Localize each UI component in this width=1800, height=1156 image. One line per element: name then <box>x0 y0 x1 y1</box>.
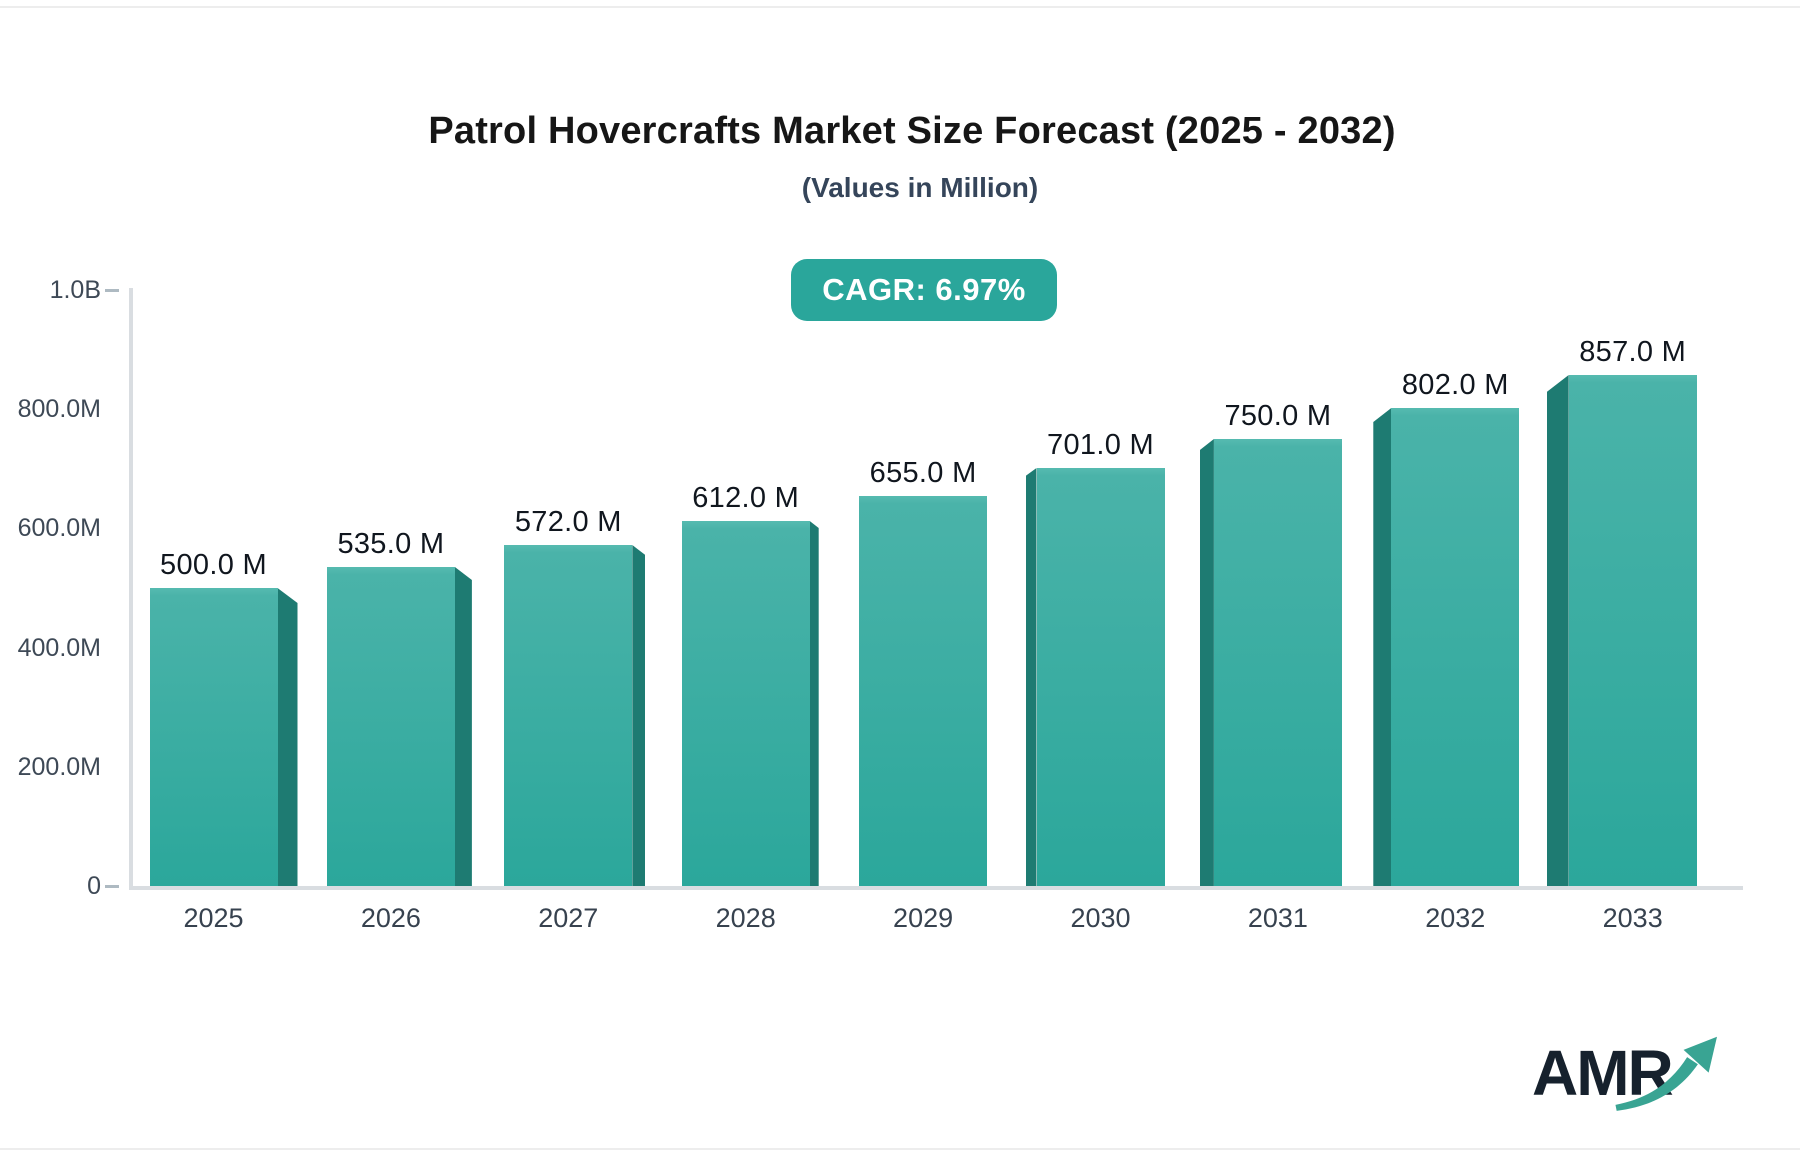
cagr-badge: CAGR: 6.97% <box>791 259 1057 321</box>
y-axis-line <box>129 288 133 890</box>
x-category-label: 2029 <box>893 903 954 933</box>
bar-2033 <box>1568 375 1697 886</box>
bar-value-label: 750.0 M <box>1224 400 1332 432</box>
bar-value-label: 535.0 M <box>337 528 445 560</box>
x-category-label: 2031 <box>1247 903 1308 933</box>
x-category-label: 2025 <box>183 903 244 933</box>
x-category-label: 2026 <box>360 903 421 933</box>
chart-title: Patrol Hovercrafts Market Size Forecast … <box>428 110 1396 152</box>
y-tick-label: 1.0B <box>49 276 101 304</box>
bar-2026 <box>326 567 455 886</box>
x-category-label: 2030 <box>1070 903 1131 933</box>
y-tick-dash <box>105 289 119 292</box>
y-tick-label: 200.0M <box>17 752 101 781</box>
y-tick-label: 800.0M <box>17 395 101 424</box>
y-tick-label: 0 <box>87 872 101 900</box>
bar-side-face-2033 <box>1546 375 1569 886</box>
bar-value-label: 701.0 M <box>1047 429 1154 461</box>
bar-side-face-2027 <box>632 545 646 886</box>
y-tick-dash <box>105 885 119 888</box>
x-axis-baseline <box>129 886 1743 890</box>
bar-value-label: 857.0 M <box>1579 336 1687 368</box>
bar-side-face-2028 <box>809 521 819 886</box>
x-category-label: 2032 <box>1425 903 1486 933</box>
y-tick-label: 400.0M <box>17 633 101 662</box>
bar-side-face-2026 <box>454 567 472 886</box>
bar-value-label: 572.0 M <box>514 506 622 538</box>
bar-2025 <box>149 588 278 886</box>
bar-2029 <box>859 496 988 886</box>
bar-2028 <box>681 521 810 886</box>
bar-2032 <box>1391 408 1520 886</box>
y-tick-label: 600.0M <box>17 514 101 543</box>
bar-side-face-2030 <box>1025 468 1037 886</box>
x-category-label: 2028 <box>715 903 776 933</box>
cagr-badge-label: CAGR: 6.97% <box>822 272 1026 307</box>
growth-arrow-icon <box>1615 1036 1717 1111</box>
bar-side-face-2032 <box>1373 408 1392 886</box>
page-top-border <box>0 6 1800 8</box>
bar-2030 <box>1036 468 1165 886</box>
chart-subtitle: (Values in Million) <box>801 172 1039 203</box>
bar-side-face-2031 <box>1199 439 1214 886</box>
bar-value-label: 802.0 M <box>1401 369 1509 401</box>
page-bottom-border <box>0 1148 1800 1150</box>
bar-2031 <box>1213 439 1342 886</box>
bar-side-face-2025 <box>277 588 298 886</box>
x-category-label: 2033 <box>1602 903 1663 933</box>
bar-value-label: 500.0 M <box>160 549 267 581</box>
bar-value-label: 655.0 M <box>869 457 977 489</box>
bar-2027 <box>504 545 633 886</box>
x-category-label: 2027 <box>538 903 599 933</box>
amr-logo: AMR <box>1532 1030 1732 1120</box>
bar-value-label: 612.0 M <box>692 482 800 514</box>
